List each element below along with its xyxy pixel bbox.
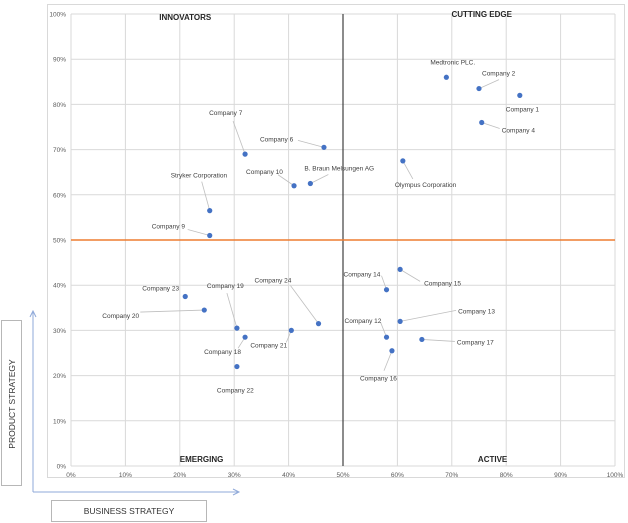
data-label-leader-line xyxy=(226,293,238,329)
y-tick-label: 70% xyxy=(53,147,66,154)
data-point-label: Company 18 xyxy=(204,349,241,356)
data-point xyxy=(397,318,403,324)
y-tick-label: 0% xyxy=(57,464,67,471)
data-point-label: Company 19 xyxy=(207,283,244,290)
data-point xyxy=(201,307,207,313)
y-tick-label: 50% xyxy=(53,238,66,245)
data-label-leader-line xyxy=(399,269,421,282)
x-tick-label: 20% xyxy=(173,472,186,479)
data-point-label: Company 23 xyxy=(142,286,179,293)
data-point xyxy=(242,151,248,157)
x-tick-label: 100% xyxy=(607,472,624,479)
x-tick-label: 0% xyxy=(66,472,76,479)
y-tick-label: 60% xyxy=(53,192,66,199)
data-point xyxy=(321,144,327,150)
scatter-chart: 0% 10% 20% 30% 40% 50% 60% 70% 80% 90% 100% 0% 10% 20… xyxy=(49,10,624,479)
data-point xyxy=(291,183,297,189)
y-tick-label: 20% xyxy=(53,373,66,380)
x-tick-label: 80% xyxy=(500,472,513,479)
data-point xyxy=(443,74,449,80)
data-point xyxy=(234,325,240,331)
x-tick-label: 90% xyxy=(554,472,567,479)
x-tick-label: 10% xyxy=(119,472,132,479)
data-point-label: Medtronic PLC. xyxy=(430,59,475,66)
x-tick-label: 40% xyxy=(282,472,295,479)
data-point-label: Olympus Corporation xyxy=(395,182,457,189)
data-label-leader-line xyxy=(232,120,246,155)
y-tick-label: 80% xyxy=(53,102,66,109)
data-point xyxy=(397,266,403,272)
y-tick-label: 100% xyxy=(49,12,66,19)
data-point-label: Stryker Corporation xyxy=(171,173,228,180)
data-label-leader-line xyxy=(421,339,455,342)
data-point xyxy=(383,287,390,293)
data-label-leader-line xyxy=(310,174,329,184)
data-point-label: B. Braun Melsungen AG xyxy=(304,166,374,173)
data-label-leader-line xyxy=(297,139,325,148)
data-point-label: Company 22 xyxy=(217,388,254,395)
data-label-leader-line xyxy=(402,160,414,180)
quadrant-label-innovators: INNOVATORS xyxy=(159,13,212,22)
data-point-label: Company 24 xyxy=(255,278,292,285)
quadrant-label-active: ACTIVE xyxy=(478,455,508,464)
x-tick-label: 60% xyxy=(391,472,404,479)
y-tick-label: 90% xyxy=(53,57,66,64)
chart-frame: 0% 10% 20% 30% 40% 50% 60% 70% 80% 90% 100% 0% 10% 20… xyxy=(47,4,625,479)
data-point xyxy=(207,208,213,214)
data-point-label: Company 9 xyxy=(152,223,186,230)
x-tick-label: 30% xyxy=(228,472,241,479)
data-label-leader-line xyxy=(140,309,205,313)
data-point-label: Company 2 xyxy=(482,71,516,78)
data-point xyxy=(479,119,485,126)
y-axis-title-box: PRODUCT STRATEGY xyxy=(1,320,22,486)
data-point xyxy=(242,334,248,340)
data-point-label: Company 10 xyxy=(246,169,283,176)
data-point-label: Company 14 xyxy=(344,272,381,279)
y-arrow xyxy=(29,309,37,492)
data-point xyxy=(182,293,188,300)
x-tick-label: 70% xyxy=(445,472,458,479)
data-label-leader-line xyxy=(277,174,295,187)
y-tick-label: 10% xyxy=(53,418,66,425)
data-point-label: Company 13 xyxy=(458,308,495,315)
data-label-leader-line xyxy=(187,229,210,236)
data-label-leader-line xyxy=(383,350,393,371)
quadrant-label-cutting-edge: CUTTING EDGE xyxy=(451,10,512,19)
data-point xyxy=(389,348,395,354)
data-point-label: Company 21 xyxy=(250,342,287,349)
data-point-label: Company 1 xyxy=(506,106,540,113)
data-label-leader-line xyxy=(201,181,211,211)
data-label-leader-line xyxy=(290,285,319,324)
data-label-leader-line xyxy=(380,322,387,338)
x-arrow xyxy=(33,488,241,496)
y-tick-label: 40% xyxy=(53,283,66,290)
data-point xyxy=(400,158,406,164)
data-point-label: Company 7 xyxy=(209,110,243,117)
data-point-label: Company 20 xyxy=(102,313,139,320)
data-point xyxy=(307,180,313,187)
x-tick-label: 50% xyxy=(336,472,349,479)
data-label-leader-line xyxy=(400,309,457,322)
data-label-leader-line xyxy=(478,79,500,89)
data-point xyxy=(234,363,240,370)
data-point xyxy=(315,321,322,327)
data-point xyxy=(288,327,294,333)
data-point-label: Company 15 xyxy=(424,280,461,287)
data-point xyxy=(207,232,213,239)
data-point xyxy=(419,336,425,343)
x-axis-title: BUSINESS STRATEGY xyxy=(51,500,207,522)
data-point-label: Company 6 xyxy=(260,136,294,143)
data-point xyxy=(476,85,482,92)
data-point-label: Company 17 xyxy=(457,339,494,346)
data-point-label: Company 4 xyxy=(502,127,536,134)
quadrant-label-emerging: EMERGING xyxy=(180,455,224,464)
data-point-label: Company 12 xyxy=(345,318,382,325)
data-label-leader-line xyxy=(481,122,500,129)
data-point xyxy=(517,92,523,98)
data-point xyxy=(383,334,390,340)
data-point-label: Company 16 xyxy=(360,376,397,383)
y-tick-label: 30% xyxy=(53,328,66,335)
